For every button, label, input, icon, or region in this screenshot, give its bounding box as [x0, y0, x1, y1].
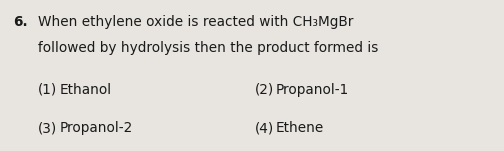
Text: When ethylene oxide is reacted with CH₃MgBr: When ethylene oxide is reacted with CH₃M… — [38, 15, 353, 29]
Text: 6.: 6. — [13, 15, 28, 29]
Text: (2): (2) — [255, 83, 274, 97]
Text: (4): (4) — [255, 121, 274, 135]
Text: followed by hydrolysis then the product formed is: followed by hydrolysis then the product … — [38, 41, 379, 55]
Text: Propanol-1: Propanol-1 — [276, 83, 349, 97]
Text: Ethanol: Ethanol — [60, 83, 112, 97]
Text: (3): (3) — [38, 121, 57, 135]
Text: Ethene: Ethene — [276, 121, 324, 135]
Text: Propanol-2: Propanol-2 — [60, 121, 133, 135]
Text: (1): (1) — [38, 83, 57, 97]
